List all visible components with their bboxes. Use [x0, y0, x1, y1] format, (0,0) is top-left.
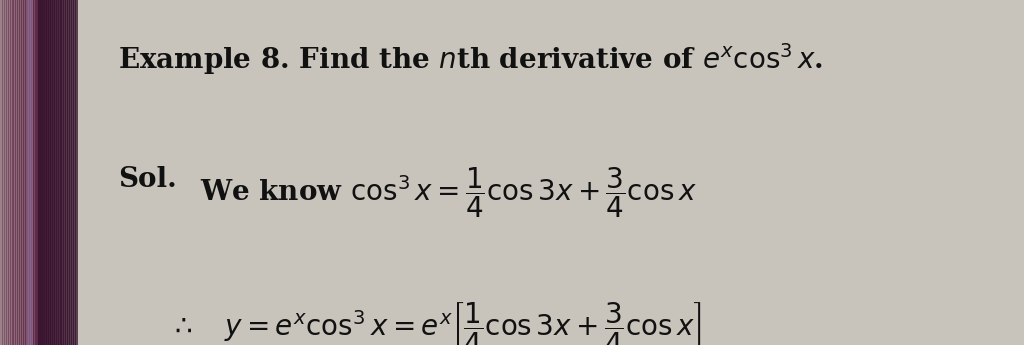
- FancyBboxPatch shape: [29, 0, 32, 345]
- FancyBboxPatch shape: [68, 0, 70, 345]
- FancyBboxPatch shape: [59, 0, 62, 345]
- FancyBboxPatch shape: [17, 0, 20, 345]
- FancyBboxPatch shape: [27, 0, 30, 345]
- FancyBboxPatch shape: [19, 0, 23, 345]
- FancyBboxPatch shape: [4, 0, 7, 345]
- FancyBboxPatch shape: [44, 0, 47, 345]
- Text: $\therefore \quad y = e^x \cos^3 x = e^x \left[\dfrac{1}{4}\cos 3x + \dfrac{3}{4: $\therefore \quad y = e^x \cos^3 x = e^x…: [169, 300, 701, 345]
- FancyBboxPatch shape: [9, 0, 12, 345]
- FancyBboxPatch shape: [31, 0, 34, 345]
- FancyBboxPatch shape: [0, 0, 3, 345]
- FancyBboxPatch shape: [8, 0, 10, 345]
- FancyBboxPatch shape: [2, 0, 5, 345]
- FancyBboxPatch shape: [55, 0, 58, 345]
- FancyBboxPatch shape: [63, 0, 67, 345]
- FancyBboxPatch shape: [61, 0, 65, 345]
- FancyBboxPatch shape: [71, 0, 74, 345]
- FancyBboxPatch shape: [57, 0, 60, 345]
- FancyBboxPatch shape: [15, 0, 18, 345]
- FancyBboxPatch shape: [66, 0, 69, 345]
- FancyBboxPatch shape: [42, 0, 45, 345]
- FancyBboxPatch shape: [46, 0, 49, 345]
- FancyBboxPatch shape: [13, 0, 16, 345]
- Text: We know $\cos^3 x = \dfrac{1}{4}\cos 3x + \dfrac{3}{4}\cos x$: We know $\cos^3 x = \dfrac{1}{4}\cos 3x …: [200, 166, 696, 220]
- FancyBboxPatch shape: [23, 0, 26, 345]
- FancyBboxPatch shape: [6, 0, 8, 345]
- FancyBboxPatch shape: [25, 0, 28, 345]
- FancyBboxPatch shape: [50, 0, 53, 345]
- FancyBboxPatch shape: [39, 0, 41, 345]
- FancyBboxPatch shape: [54, 0, 56, 345]
- FancyBboxPatch shape: [48, 0, 51, 345]
- FancyBboxPatch shape: [52, 0, 55, 345]
- FancyBboxPatch shape: [37, 0, 40, 345]
- FancyBboxPatch shape: [73, 0, 76, 345]
- FancyBboxPatch shape: [11, 0, 14, 345]
- FancyBboxPatch shape: [40, 0, 43, 345]
- FancyBboxPatch shape: [69, 0, 72, 345]
- FancyBboxPatch shape: [22, 0, 24, 345]
- Text: Example 8. Find the $n$th derivative of $e^{x}\cos^3 x$.: Example 8. Find the $n$th derivative of …: [118, 41, 823, 77]
- FancyBboxPatch shape: [35, 0, 38, 345]
- FancyBboxPatch shape: [75, 0, 78, 345]
- Text: Sol.: Sol.: [118, 166, 176, 193]
- FancyBboxPatch shape: [33, 0, 36, 345]
- FancyBboxPatch shape: [27, 0, 33, 345]
